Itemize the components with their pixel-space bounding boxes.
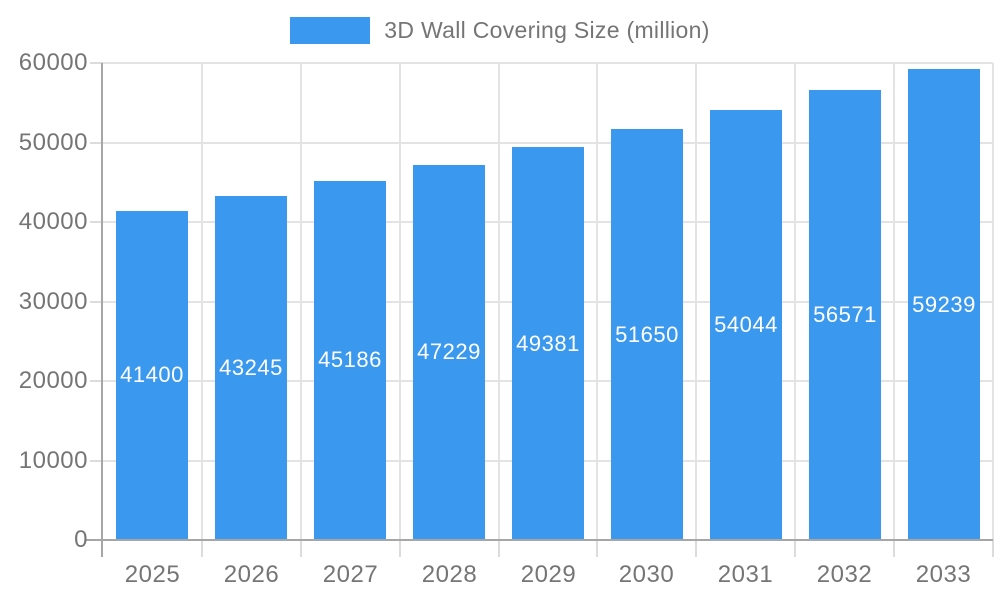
y-tick-label: 40000 bbox=[18, 208, 88, 235]
y-axis-line bbox=[101, 63, 103, 557]
bar[interactable] bbox=[809, 90, 881, 540]
x-tick-label: 2033 bbox=[915, 561, 972, 588]
y-tick-label: 60000 bbox=[18, 49, 88, 76]
bar[interactable] bbox=[413, 165, 485, 540]
bar[interactable] bbox=[314, 181, 386, 540]
gridline-vertical bbox=[596, 63, 598, 540]
y-tick-label: 0 bbox=[74, 526, 88, 553]
x-tick-label: 2030 bbox=[618, 561, 675, 588]
y-tick bbox=[90, 301, 103, 303]
y-tick bbox=[90, 142, 103, 144]
bar[interactable] bbox=[908, 69, 980, 540]
x-tick bbox=[399, 540, 401, 557]
gridline-vertical bbox=[399, 63, 401, 540]
x-tick-label: 2025 bbox=[124, 561, 181, 588]
legend-swatch bbox=[290, 17, 371, 44]
x-tick bbox=[893, 540, 895, 557]
gridline-vertical bbox=[893, 63, 895, 540]
x-tick-label: 2031 bbox=[717, 561, 774, 588]
y-tick bbox=[90, 460, 103, 462]
x-tick-label: 2028 bbox=[421, 561, 478, 588]
bar[interactable] bbox=[215, 196, 287, 540]
x-tick bbox=[300, 540, 302, 557]
gridline-horizontal bbox=[103, 62, 993, 64]
y-tick bbox=[85, 539, 103, 541]
gridline-vertical bbox=[201, 63, 203, 540]
bar[interactable] bbox=[116, 211, 188, 540]
x-tick bbox=[596, 540, 598, 557]
x-tick-label: 2026 bbox=[223, 561, 280, 588]
x-tick bbox=[794, 540, 796, 557]
y-tick-label: 20000 bbox=[18, 367, 88, 394]
x-tick-label: 2029 bbox=[520, 561, 577, 588]
y-tick-label: 50000 bbox=[18, 129, 88, 156]
y-tick-label: 10000 bbox=[18, 447, 88, 474]
gridline-vertical bbox=[498, 63, 500, 540]
gridline-vertical bbox=[695, 63, 697, 540]
bar[interactable] bbox=[710, 110, 782, 540]
x-tick bbox=[498, 540, 500, 557]
y-tick bbox=[90, 221, 103, 223]
x-tick-label: 2027 bbox=[322, 561, 379, 588]
gridline-vertical bbox=[794, 63, 796, 540]
legend-label: 3D Wall Covering Size (million) bbox=[384, 17, 710, 43]
x-axis-line bbox=[103, 539, 993, 541]
x-tick bbox=[201, 540, 203, 557]
y-tick-label: 30000 bbox=[18, 288, 88, 315]
bar[interactable] bbox=[611, 129, 683, 540]
y-tick bbox=[90, 62, 103, 64]
gridline-vertical bbox=[300, 63, 302, 540]
x-tick-label: 2032 bbox=[816, 561, 873, 588]
gridline-horizontal bbox=[103, 142, 993, 144]
x-tick bbox=[695, 540, 697, 557]
x-tick bbox=[992, 540, 994, 557]
y-tick bbox=[90, 380, 103, 382]
bar[interactable] bbox=[512, 147, 584, 540]
gridline-vertical bbox=[992, 63, 994, 540]
legend[interactable]: 3D Wall Covering Size (million) bbox=[0, 17, 1000, 44]
